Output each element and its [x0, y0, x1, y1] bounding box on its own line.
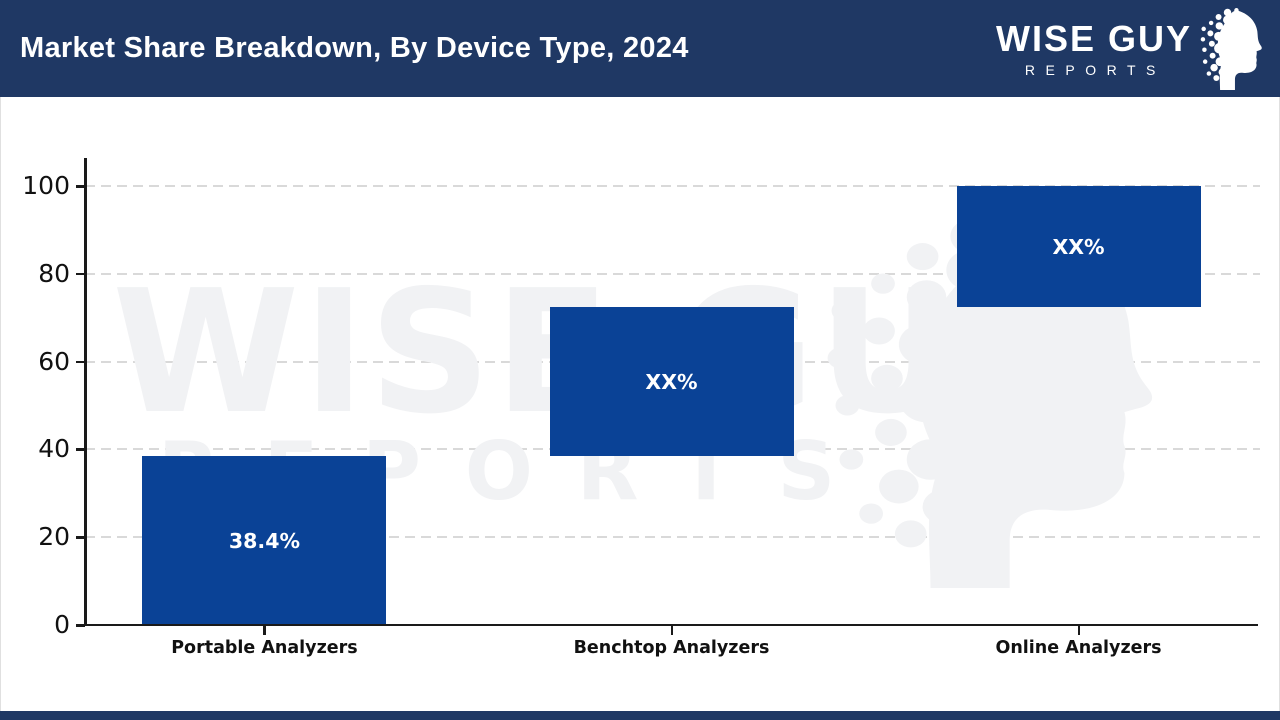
- brand-subtitle: REPORTS: [1024, 61, 1166, 78]
- x-tick: [263, 626, 266, 635]
- left-border: [0, 97, 1, 711]
- bar-2: XX%: [549, 307, 794, 457]
- gridline: [85, 185, 1260, 187]
- y-tick: [76, 185, 85, 188]
- brand-logo: WISE GUY REPORTS: [996, 7, 1264, 91]
- y-tick: [76, 624, 85, 627]
- gridline: [85, 272, 1260, 275]
- y-tick: [76, 360, 85, 364]
- y-tick-label: 20: [38, 522, 70, 552]
- bar-value-label: XX%: [645, 369, 698, 394]
- y-tick: [76, 272, 85, 276]
- header: Market Share Breakdown, By Device Type, …: [0, 0, 1280, 97]
- y-tick-label: 0: [54, 610, 70, 639]
- category-label: Portable Analyzers: [171, 638, 358, 658]
- footer-bar: [0, 711, 1280, 720]
- y-tick-label: 60: [38, 346, 70, 376]
- page-title: Market Share Breakdown, By Device Type, …: [20, 32, 689, 64]
- brand-name: WISE GUY: [995, 17, 1192, 59]
- gridline: [85, 536, 1260, 539]
- y-tick-label: 100: [22, 171, 70, 200]
- x-tick: [1077, 626, 1081, 635]
- brand-logo-text: WISE GUY REPORTS: [995, 17, 1192, 78]
- bar-3: XX%: [956, 186, 1201, 308]
- y-tick: [76, 536, 85, 539]
- y-tick: [76, 448, 85, 451]
- y-tick-label: 80: [38, 258, 70, 288]
- category-label: Online Analyzers: [995, 638, 1162, 658]
- category-label: Benchtop Analyzers: [573, 638, 770, 658]
- plot-area: 38.4% XX% XX%: [85, 186, 1258, 625]
- bar-value-label: 38.4%: [228, 528, 301, 553]
- brand-head-icon: [1200, 7, 1262, 90]
- bar-1: 38.4%: [142, 456, 387, 625]
- y-tick-label: 40: [38, 434, 70, 464]
- bar-value-label: XX%: [1052, 234, 1105, 259]
- x-tick: [670, 626, 673, 635]
